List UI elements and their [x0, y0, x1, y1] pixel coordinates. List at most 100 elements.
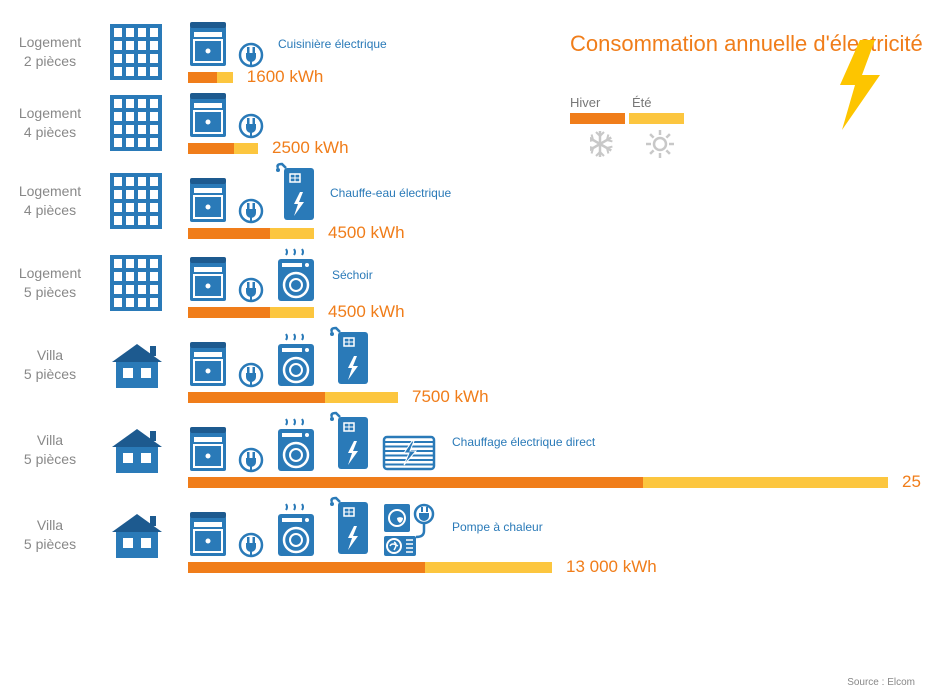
building-icon-wrap [108, 510, 168, 560]
kwh-value: 25 000 kWh [902, 472, 925, 492]
plug-icon-wrap [238, 42, 264, 68]
dwelling-label: Villa5 pièces [0, 431, 100, 467]
stove-icon [188, 20, 228, 68]
appliance-icons: Pompe à chaleur [188, 496, 925, 558]
radiator-icon [380, 431, 438, 473]
building-icon-wrap [108, 425, 168, 475]
bar-winter [188, 477, 643, 488]
appliance-label: Pompe à chaleur [452, 520, 543, 534]
appliance-icons [188, 326, 925, 388]
bar-summer [425, 562, 552, 573]
heater-icon-wrap [274, 162, 316, 224]
water-heater-icon [328, 411, 370, 473]
bar-winter [188, 143, 234, 154]
building-icon-wrap [108, 253, 168, 313]
bar-summer [270, 228, 314, 239]
bar-summer [217, 72, 233, 83]
consumption-row: Villa5 pièces [0, 411, 925, 488]
plug-icon-wrap [238, 532, 264, 558]
house-icon [108, 425, 166, 475]
house-icon [108, 340, 166, 390]
rows-container: Logement2 pièces Cuisinière électrique 1… [0, 20, 925, 581]
dryer-icon-wrap [274, 417, 318, 473]
appliance-icons: Cuisinière électrique [188, 20, 925, 68]
dryer-icon [274, 332, 318, 388]
plug-icon [238, 113, 264, 139]
bar-winter [188, 392, 325, 403]
consumption-row: Logement4 pièces 2500 kWh [0, 91, 925, 154]
kwh-value: 7500 kWh [412, 387, 489, 407]
dwelling-label: Logement4 pièces [0, 182, 100, 218]
consumption-row: Logement5 pièces Séchoir [0, 247, 925, 318]
consumption-row: Logement2 pièces Cuisinière électrique 1… [0, 20, 925, 83]
bar-winter [188, 228, 270, 239]
water-heater-icon [328, 326, 370, 388]
stove-icon-wrap [188, 176, 228, 224]
consumption-bar [188, 477, 925, 488]
consumption-row: Villa5 pièces [0, 326, 925, 403]
plug-icon-wrap [238, 113, 264, 139]
plug-icon [238, 447, 264, 473]
building-icon-wrap [108, 340, 168, 390]
stove-icon [188, 425, 228, 473]
stove-icon [188, 340, 228, 388]
appliance-icons [188, 91, 925, 139]
kwh-value: 13 000 kWh [566, 557, 657, 577]
dryer-icon [274, 417, 318, 473]
stove-icon-wrap [188, 510, 228, 558]
plug-icon [238, 362, 264, 388]
plug-icon [238, 42, 264, 68]
kwh-value: 4500 kWh [328, 223, 405, 243]
heater-icon-wrap [328, 496, 370, 558]
plug-icon-wrap [238, 362, 264, 388]
consumption-bar [188, 307, 925, 318]
dwelling-label: Villa5 pièces [0, 346, 100, 382]
appliance-icons: Séchoir [188, 247, 925, 303]
dwelling-label: Villa5 pièces [0, 516, 100, 552]
bar-summer [325, 392, 399, 403]
plug-icon-wrap [238, 277, 264, 303]
bar-summer [270, 307, 314, 318]
kwh-value: 4500 kWh [328, 302, 405, 322]
plug-icon [238, 277, 264, 303]
appliance-label: Séchoir [332, 268, 373, 282]
heatpump-icon [380, 502, 438, 558]
apartment-icon [108, 22, 164, 82]
dryer-icon-wrap [274, 332, 318, 388]
stove-icon-wrap [188, 425, 228, 473]
plug-icon [238, 198, 264, 224]
bar-winter [188, 72, 217, 83]
stove-icon-wrap [188, 20, 228, 68]
apartment-icon [108, 93, 164, 153]
dwelling-label: Logement4 pièces [0, 104, 100, 140]
stove-icon [188, 91, 228, 139]
bar-summer [643, 477, 888, 488]
appliance-label: Chauffe-eau électrique [330, 186, 451, 200]
kwh-value: 1600 kWh [247, 67, 324, 87]
apartment-icon [108, 253, 164, 313]
appliance-label: Chauffage électrique direct [452, 435, 595, 449]
dryer-icon-wrap [274, 247, 318, 303]
dryer-icon [274, 502, 318, 558]
house-icon [108, 510, 166, 560]
water-heater-icon [328, 496, 370, 558]
apartment-icon [108, 171, 164, 231]
stove-icon-wrap [188, 91, 228, 139]
heater-icon-wrap [328, 411, 370, 473]
bar-summer [234, 143, 259, 154]
stove-icon [188, 255, 228, 303]
appliance-icons: Chauffage électrique direct [188, 411, 925, 473]
dryer-icon [274, 247, 318, 303]
dryer-icon-wrap [274, 502, 318, 558]
water-heater-icon [274, 162, 316, 224]
plug-icon [238, 532, 264, 558]
radiator-icon-wrap [380, 431, 438, 473]
kwh-value: 2500 kWh [272, 138, 349, 158]
building-icon-wrap [108, 93, 168, 153]
source-text: Source : Elcom [847, 677, 915, 688]
stove-icon [188, 510, 228, 558]
consumption-bar [188, 392, 925, 403]
heatpump-icon-wrap [380, 502, 438, 558]
plug-icon-wrap [238, 447, 264, 473]
appliance-icons: Chauffe-eau électrique [188, 162, 925, 224]
